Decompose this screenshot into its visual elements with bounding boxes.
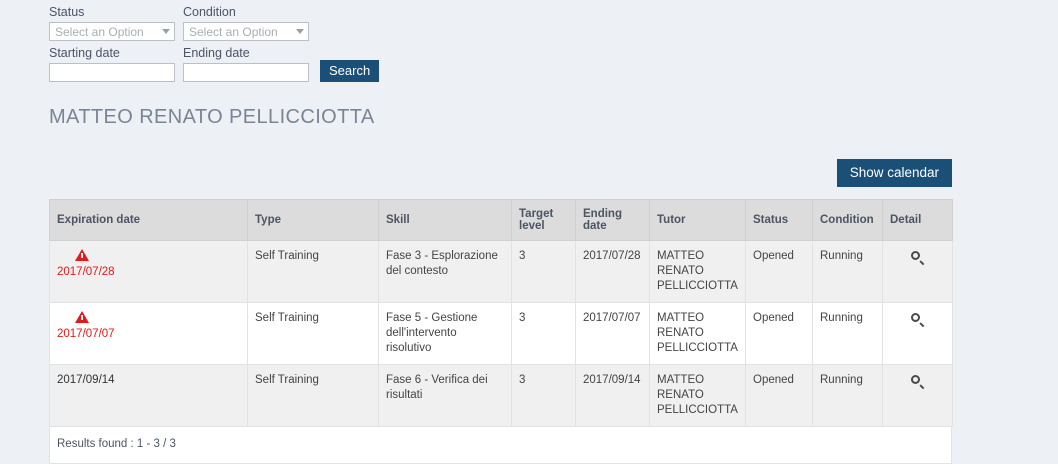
cell-tutor: MATTEO RENATO PELLICCIOTTA xyxy=(649,240,746,303)
cell-detail xyxy=(882,302,953,365)
column-header-skill[interactable]: Skill xyxy=(378,199,512,241)
chevron-down-icon xyxy=(296,29,304,34)
filter-row-dates: Starting date Ending date Search xyxy=(49,45,380,82)
status-label: Status xyxy=(49,5,85,19)
starting-date-input[interactable] xyxy=(49,63,175,82)
cell-condition: Running xyxy=(812,364,883,427)
results-count-label: Results found : 1 - 3 / 3 xyxy=(49,427,952,464)
condition-select[interactable]: Select an Option xyxy=(183,22,309,41)
table-head: Expiration date Type Skill Target level … xyxy=(49,199,953,241)
cell-type: Self Training xyxy=(247,364,379,427)
warning-icon xyxy=(75,249,89,261)
column-header-ending-date[interactable]: Ending date xyxy=(575,199,650,241)
cell-type: Self Training xyxy=(247,302,379,365)
column-header-expiration-date[interactable]: Expiration date xyxy=(49,199,248,241)
column-header-status[interactable]: Status xyxy=(745,199,813,241)
cell-status: Opened xyxy=(745,302,813,365)
cell-status: Opened xyxy=(745,364,813,427)
search-button[interactable]: Search xyxy=(320,60,380,82)
expiration-date-value: 2017/07/07 xyxy=(57,328,115,340)
status-select-value: Select an Option xyxy=(55,24,144,39)
column-header-type[interactable]: Type xyxy=(247,199,379,241)
column-header-condition[interactable]: Condition xyxy=(812,199,883,241)
page-title: MATTEO RENATO PELLICCIOTTA xyxy=(49,106,375,128)
cell-expiration-date: 2017/07/28 xyxy=(49,240,248,303)
filter-row-selects: Status Select an Option Condition Select… xyxy=(49,4,379,41)
table-row: 2017/07/07 Self Training Fase 5 - Gestio… xyxy=(49,302,953,365)
table-row: 2017/09/14 Self Training Fase 6 - Verifi… xyxy=(49,364,953,427)
cell-ending-date: 2017/07/07 xyxy=(575,302,650,365)
column-header-detail[interactable]: Detail xyxy=(882,199,953,241)
cell-tutor: MATTEO RENATO PELLICCIOTTA xyxy=(649,302,746,365)
column-header-target-level[interactable]: Target level xyxy=(511,199,576,241)
starting-date-field-group: Starting date xyxy=(49,45,175,82)
cell-detail xyxy=(882,240,953,303)
search-icon[interactable] xyxy=(910,375,926,390)
cell-ending-date: 2017/09/14 xyxy=(575,364,650,427)
cell-target-level: 3 xyxy=(511,364,576,427)
search-filter-form: Status Select an Option Condition Select… xyxy=(49,4,380,82)
cell-skill: Fase 3 - Esplorazione del contesto xyxy=(378,240,512,303)
results-table-container: Expiration date Type Skill Target level … xyxy=(49,199,953,464)
ending-date-input[interactable] xyxy=(183,63,309,82)
show-calendar-button[interactable]: Show calendar xyxy=(836,159,952,187)
cell-detail xyxy=(882,364,953,427)
cell-target-level: 3 xyxy=(511,240,576,303)
table-body: 2017/07/28 Self Training Fase 3 - Esplor… xyxy=(49,240,953,427)
column-header-tutor[interactable]: Tutor xyxy=(649,199,746,241)
cell-condition: Running xyxy=(812,240,883,303)
search-icon[interactable] xyxy=(910,251,926,266)
cell-expiration-date: 2017/09/14 xyxy=(49,364,248,427)
cell-tutor: MATTEO RENATO PELLICCIOTTA xyxy=(649,364,746,427)
condition-label: Condition xyxy=(183,5,236,19)
ending-date-label: Ending date xyxy=(183,46,250,60)
cell-type: Self Training xyxy=(247,240,379,303)
search-icon[interactable] xyxy=(910,313,926,328)
ending-date-field-group: Ending date xyxy=(183,45,309,82)
status-field-group: Status Select an Option xyxy=(49,4,175,41)
condition-field-group: Condition Select an Option xyxy=(183,4,309,41)
cell-skill: Fase 6 - Verifica dei risultati xyxy=(378,364,512,427)
cell-condition: Running xyxy=(812,302,883,365)
chevron-down-icon xyxy=(162,29,170,34)
condition-select-value: Select an Option xyxy=(189,24,278,39)
cell-target-level: 3 xyxy=(511,302,576,365)
cell-status: Opened xyxy=(745,240,813,303)
table-row: 2017/07/28 Self Training Fase 3 - Esplor… xyxy=(49,240,953,303)
cell-ending-date: 2017/07/28 xyxy=(575,240,650,303)
expiration-date-value: 2017/07/28 xyxy=(57,266,115,278)
warning-icon xyxy=(75,311,89,323)
cell-skill: Fase 5 - Gestione dell'intervento risolu… xyxy=(378,302,512,365)
starting-date-label: Starting date xyxy=(49,46,120,60)
results-table: Expiration date Type Skill Target level … xyxy=(49,199,953,427)
status-select[interactable]: Select an Option xyxy=(49,22,175,41)
cell-expiration-date: 2017/07/07 xyxy=(49,302,248,365)
expiration-date-value: 2017/09/14 xyxy=(57,374,115,386)
table-header-row: Expiration date Type Skill Target level … xyxy=(49,199,953,241)
